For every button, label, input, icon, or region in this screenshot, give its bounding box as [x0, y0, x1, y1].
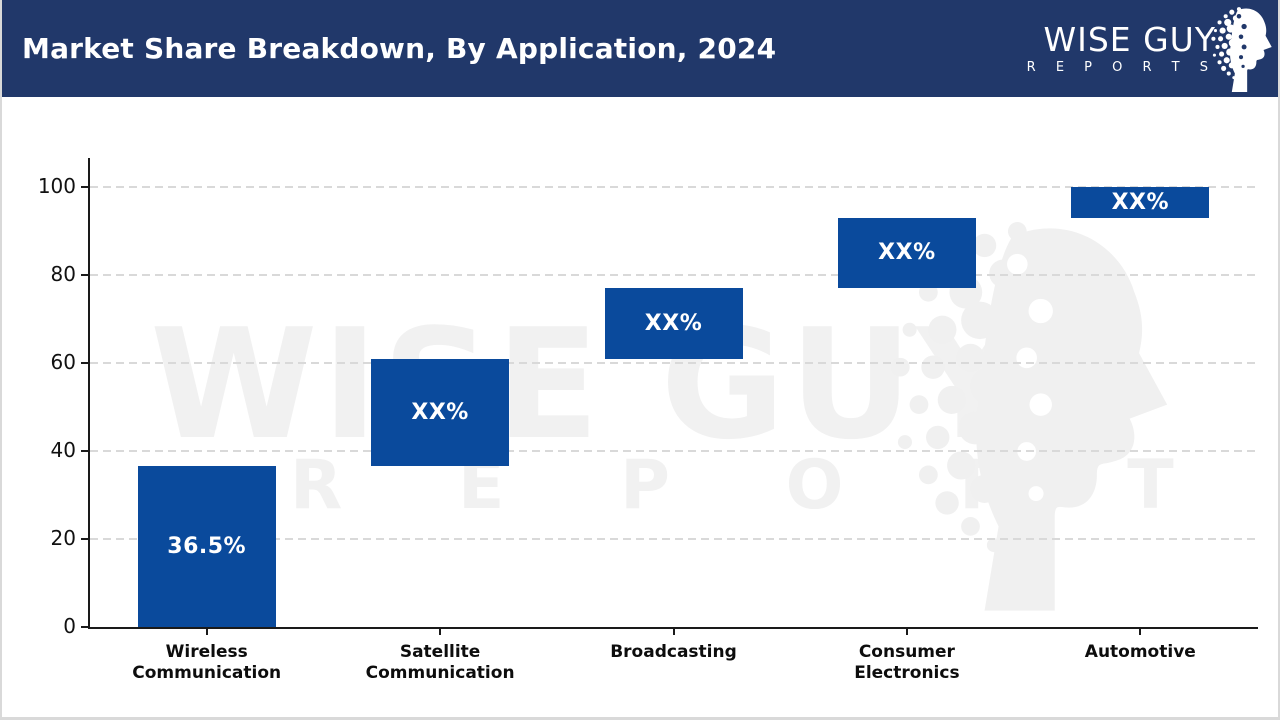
y-tick-label: 100 — [37, 173, 76, 198]
y-tick-mark — [81, 537, 88, 540]
dotted-head-icon — [1211, 6, 1272, 92]
y-tick-mark — [81, 273, 88, 276]
gridline-y-60 — [90, 361, 1257, 364]
x-tick-mark — [205, 629, 208, 635]
brand-logo-text: WISE GUY R E P O R T S — [1026, 19, 1216, 75]
x-category-label: Broadcasting — [610, 642, 737, 662]
y-tick-mark — [81, 185, 88, 188]
header-bar: Market Share Breakdown, By Application, … — [2, 0, 1278, 97]
bar-value-label: XX% — [878, 240, 936, 266]
page-title: Market Share Breakdown, By Application, … — [22, 32, 777, 65]
bar-value-label: 36.5% — [167, 534, 247, 560]
bar-broadcasting: XX% — [604, 288, 743, 359]
x-tick-mark — [1139, 629, 1142, 635]
y-tick-label: 40 — [50, 437, 76, 462]
brand-logo: WISE GUY R E P O R T S — [1026, 4, 1278, 94]
x-axis-line — [88, 627, 1258, 629]
y-tick-mark — [81, 361, 88, 364]
x-category-label: Consumer Electronics — [854, 642, 960, 683]
bar-value-label: XX% — [644, 310, 703, 336]
watermark-brand-name: WISE GUY — [150, 296, 1031, 473]
x-tick-mark — [905, 629, 908, 635]
y-tick-label: 60 — [50, 349, 76, 374]
y-tick-label: 20 — [50, 525, 76, 550]
bar-satellite-communication: XX% — [371, 358, 510, 467]
gridline-y-40 — [90, 449, 1257, 452]
brand-name: WISE GUY — [1043, 19, 1216, 59]
bar-value-label: XX% — [1111, 189, 1170, 215]
gridline-y-100 — [90, 185, 1257, 188]
y-tick-mark — [81, 449, 88, 452]
x-tick-mark — [672, 629, 675, 635]
y-tick-label: 80 — [50, 261, 76, 286]
x-category-label: Automotive — [1084, 642, 1196, 662]
watermark-dotted-head — [890, 222, 1168, 611]
chart-plot-area: 0 20 40 60 80 100 36.5% Wireless Communication XX… — [38, 158, 1258, 683]
gridline-y-20 — [90, 537, 1257, 540]
x-category-label: Wireless Communication — [132, 642, 282, 683]
x-tick-mark — [439, 629, 442, 635]
bar-automotive: XX% — [1071, 186, 1210, 218]
y-tick-mark — [81, 626, 88, 628]
brand-subname: R E P O R T S — [1026, 59, 1216, 75]
bar-value-label: XX% — [411, 399, 469, 425]
y-axis-line — [88, 158, 90, 629]
y-tick-label: 0 — [63, 614, 76, 638]
bar-consumer-electronics: XX% — [837, 217, 976, 289]
gridline-y-80 — [90, 273, 1257, 276]
x-category-label: Satellite Communication — [365, 642, 515, 683]
bar-wireless-communication: 36.5% — [137, 466, 276, 627]
